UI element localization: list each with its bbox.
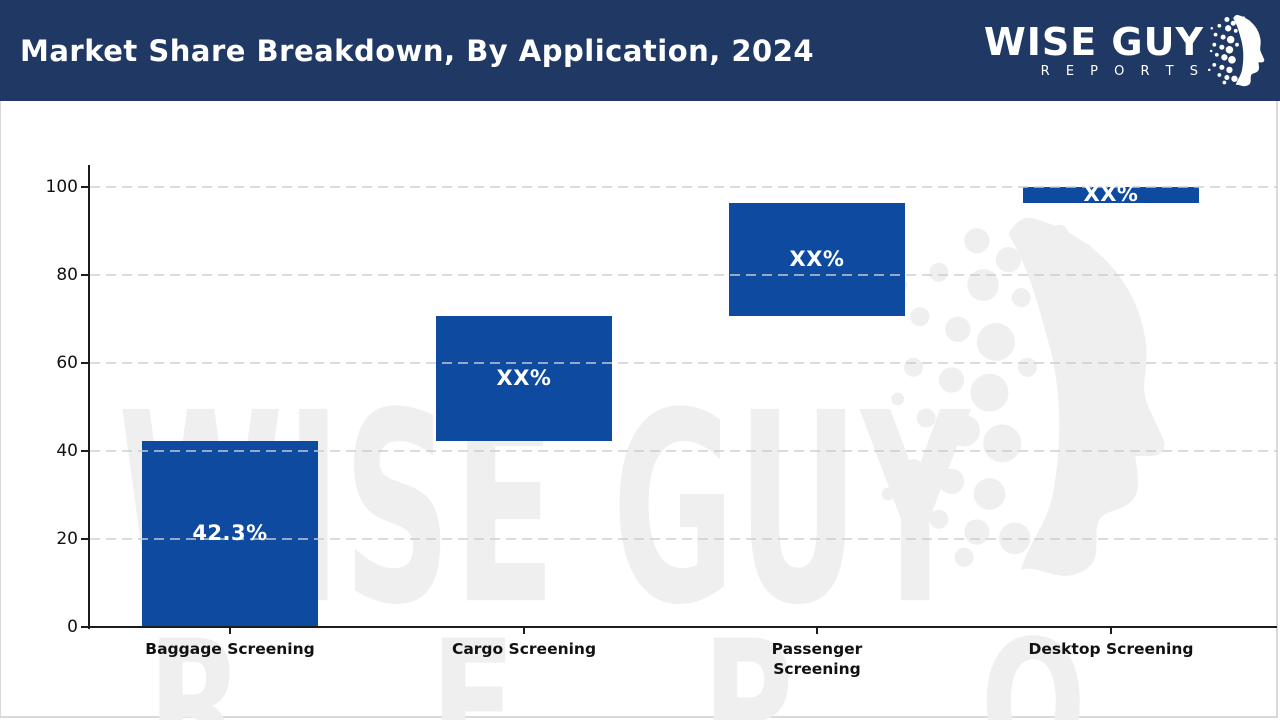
x-tick-mark <box>523 628 525 634</box>
bar-segment <box>729 202 905 316</box>
y-tick-label: 0 <box>67 617 78 637</box>
y-tick-label: 100 <box>45 177 78 197</box>
watermark-face-icon <box>881 217 1165 576</box>
y-tick-mark <box>81 186 88 188</box>
bar-segment <box>436 316 612 441</box>
brand-name: WISE GUY <box>983 19 1204 64</box>
header-banner: Market Share Breakdown, By Application, … <box>0 0 1280 101</box>
gridline <box>90 274 1277 276</box>
y-tick-mark <box>81 362 88 364</box>
x-tick-mark <box>816 628 818 634</box>
x-category-label: Baggage Screening <box>145 640 315 658</box>
x-category-label: Cargo Screening <box>451 640 597 658</box>
brand-face-icon <box>1208 14 1265 86</box>
gridline <box>90 186 1277 188</box>
bar-value-label: XX% <box>1083 182 1139 207</box>
x-tick-mark <box>1110 628 1112 634</box>
chart-title: Market Share Breakdown, By Application, … <box>20 33 815 68</box>
x-axis-line <box>88 626 1277 628</box>
frame-left-line <box>0 101 1 716</box>
bar-value-label: 42.3% <box>192 521 268 546</box>
gridline <box>90 450 1277 452</box>
x-category-label: Desktop Screening <box>1028 640 1194 658</box>
frame-right-line <box>1276 101 1278 716</box>
y-tick-mark <box>81 538 88 540</box>
y-tick-label: 60 <box>56 353 78 373</box>
gridline <box>90 362 1277 364</box>
y-tick-label: 80 <box>56 265 78 285</box>
frame-bottom-line <box>0 716 1278 718</box>
y-tick-mark <box>81 274 88 276</box>
bar-segment <box>142 440 318 627</box>
y-tick-mark <box>81 626 88 628</box>
brand-text: WISE GUY R E P O R T S <box>984 23 1204 79</box>
y-tick-label: 20 <box>56 529 78 549</box>
bar-value-label: XX% <box>789 246 845 271</box>
bar-segment <box>1023 187 1199 203</box>
y-axis-line <box>88 165 90 629</box>
y-tick-mark <box>81 450 88 452</box>
brand-logo: WISE GUY R E P O R T S <box>984 12 1280 90</box>
brand-subname: R E P O R T S <box>1040 63 1204 79</box>
x-tick-mark <box>229 628 231 634</box>
gridline <box>90 538 1277 540</box>
bar-value-label: XX% <box>496 366 552 391</box>
x-category-label: Passenger Screening <box>771 640 863 678</box>
y-tick-label: 40 <box>56 441 78 461</box>
